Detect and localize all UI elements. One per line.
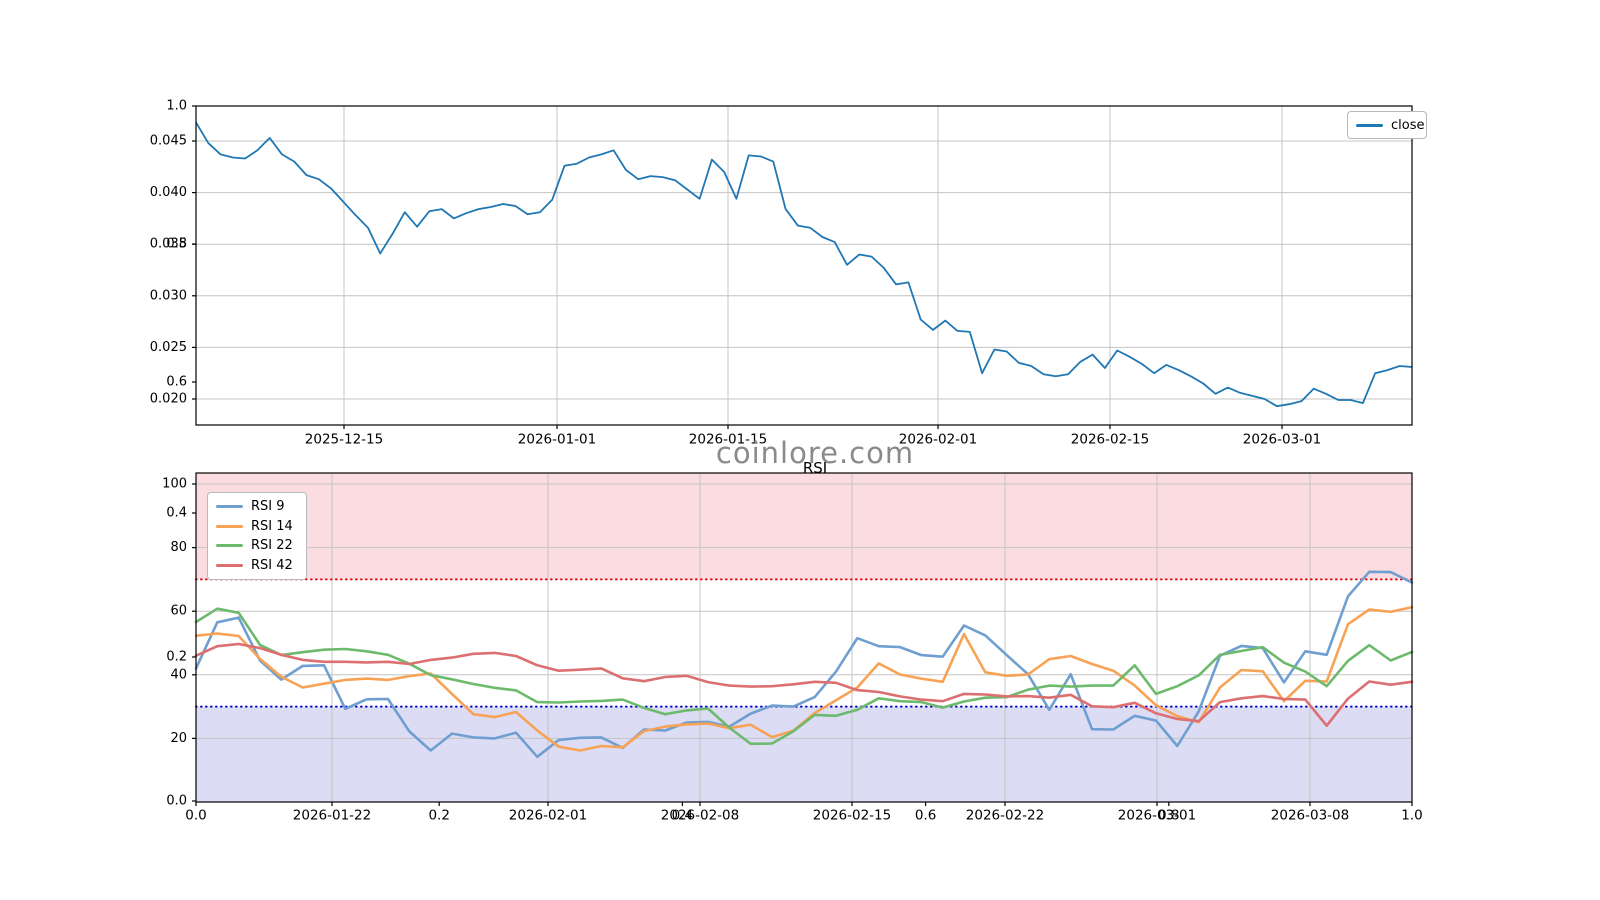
rsi-xtick-label: 2026-01-22 (293, 808, 371, 824)
legend-line-swatch (216, 563, 243, 567)
legend-label: RSI 22 (251, 538, 293, 554)
rsi-xtick-label: 2026-02-15 (813, 808, 891, 824)
legend-item: RSI 9 (216, 497, 298, 517)
legend-label: RSI 14 (251, 518, 293, 534)
rsi-secondary-ytick-label: 0.2 (166, 650, 187, 665)
rsi-ytick-label: 40 (170, 667, 187, 682)
price-xtick-label: 2026-02-15 (1071, 432, 1149, 448)
rsi-xtick-label: 2026-02-08 (661, 808, 739, 824)
legend-label: RSI 9 (251, 499, 285, 515)
rsi-chart-title: RSI (802, 459, 828, 477)
legend-item: RSI 42 (216, 556, 298, 576)
price-ytick-label: 0.030 (150, 288, 187, 303)
watermark: coinlore.com (715, 436, 915, 470)
rsi-xtick-label: 2026-02-01 (509, 808, 587, 824)
legend-label: RSI 42 (251, 557, 293, 573)
rsi-secondary-xtick-label: 1.0 (1401, 808, 1422, 824)
price-secondary-ytick-label: 0.8 (166, 237, 187, 252)
price-axes-frame (195, 105, 1413, 426)
rsi-axes-frame (195, 472, 1413, 803)
legend-item: close (1356, 116, 1424, 134)
legend-line-swatch (1356, 123, 1383, 127)
price-xtick-label: 2026-01-15 (689, 432, 767, 448)
rsi-secondary-xtick-label: 0.2 (428, 808, 449, 824)
rsi-xtick-label: 2026-02-22 (966, 808, 1044, 824)
legend-item: RSI 14 (216, 517, 298, 537)
rsi-ytick-label: 80 (170, 540, 187, 555)
rsi-secondary-xtick-label: 0.8 (1158, 808, 1179, 824)
price-chart-legend: close (1347, 111, 1427, 139)
rsi-line-rsi-9 (194, 570, 1414, 759)
legend-label: close (1391, 117, 1425, 133)
price-ytick-label: 0.020 (150, 392, 187, 407)
legend-line-swatch (216, 524, 243, 528)
legend-item: RSI 22 (216, 536, 298, 556)
rsi-ytick-label: 100 (162, 477, 187, 492)
overbought-band (196, 473, 1412, 580)
legend-line-swatch (216, 505, 243, 509)
rsi-secondary-ytick-label: 0.0 (166, 794, 187, 809)
price-xtick-label: 2026-01-01 (518, 432, 596, 448)
price-xtick-label: 2026-03-01 (1243, 432, 1321, 448)
price-secondary-ytick-label: 0.6 (166, 375, 187, 390)
price-xtick-label: 2026-02-01 (899, 432, 977, 448)
rsi-line-rsi-42 (194, 642, 1414, 728)
rsi-secondary-xtick-label: 0.4 (672, 808, 693, 824)
rsi-secondary-ytick-label: 0.4 (166, 506, 187, 521)
price-secondary-ytick-label: 1.0 (166, 99, 187, 114)
price-xtick-label: 2025-12-15 (305, 432, 383, 448)
rsi-ytick-label: 20 (170, 731, 187, 746)
rsi-ytick-label: 60 (170, 604, 187, 619)
rsi-xtick-label: 2026-03-01 (1118, 808, 1196, 824)
rsi-secondary-xtick-label: 0.0 (185, 808, 206, 824)
price-ytick-label: 0.040 (150, 185, 187, 200)
close-line (195, 121, 1413, 408)
price-ytick-label: 0.045 (150, 134, 187, 149)
rsi-line-rsi-22 (194, 607, 1414, 746)
rsi-secondary-xtick-label: 0.6 (915, 808, 936, 824)
price-ytick-label: 0.035 (150, 237, 187, 252)
rsi-chart-legend: RSI 9 RSI 14 RSI 22 RSI 42 (207, 492, 307, 580)
legend-line-swatch (216, 544, 243, 548)
rsi-xtick-label: 2026-03-08 (1271, 808, 1349, 824)
price-ytick-label: 0.025 (150, 340, 187, 355)
